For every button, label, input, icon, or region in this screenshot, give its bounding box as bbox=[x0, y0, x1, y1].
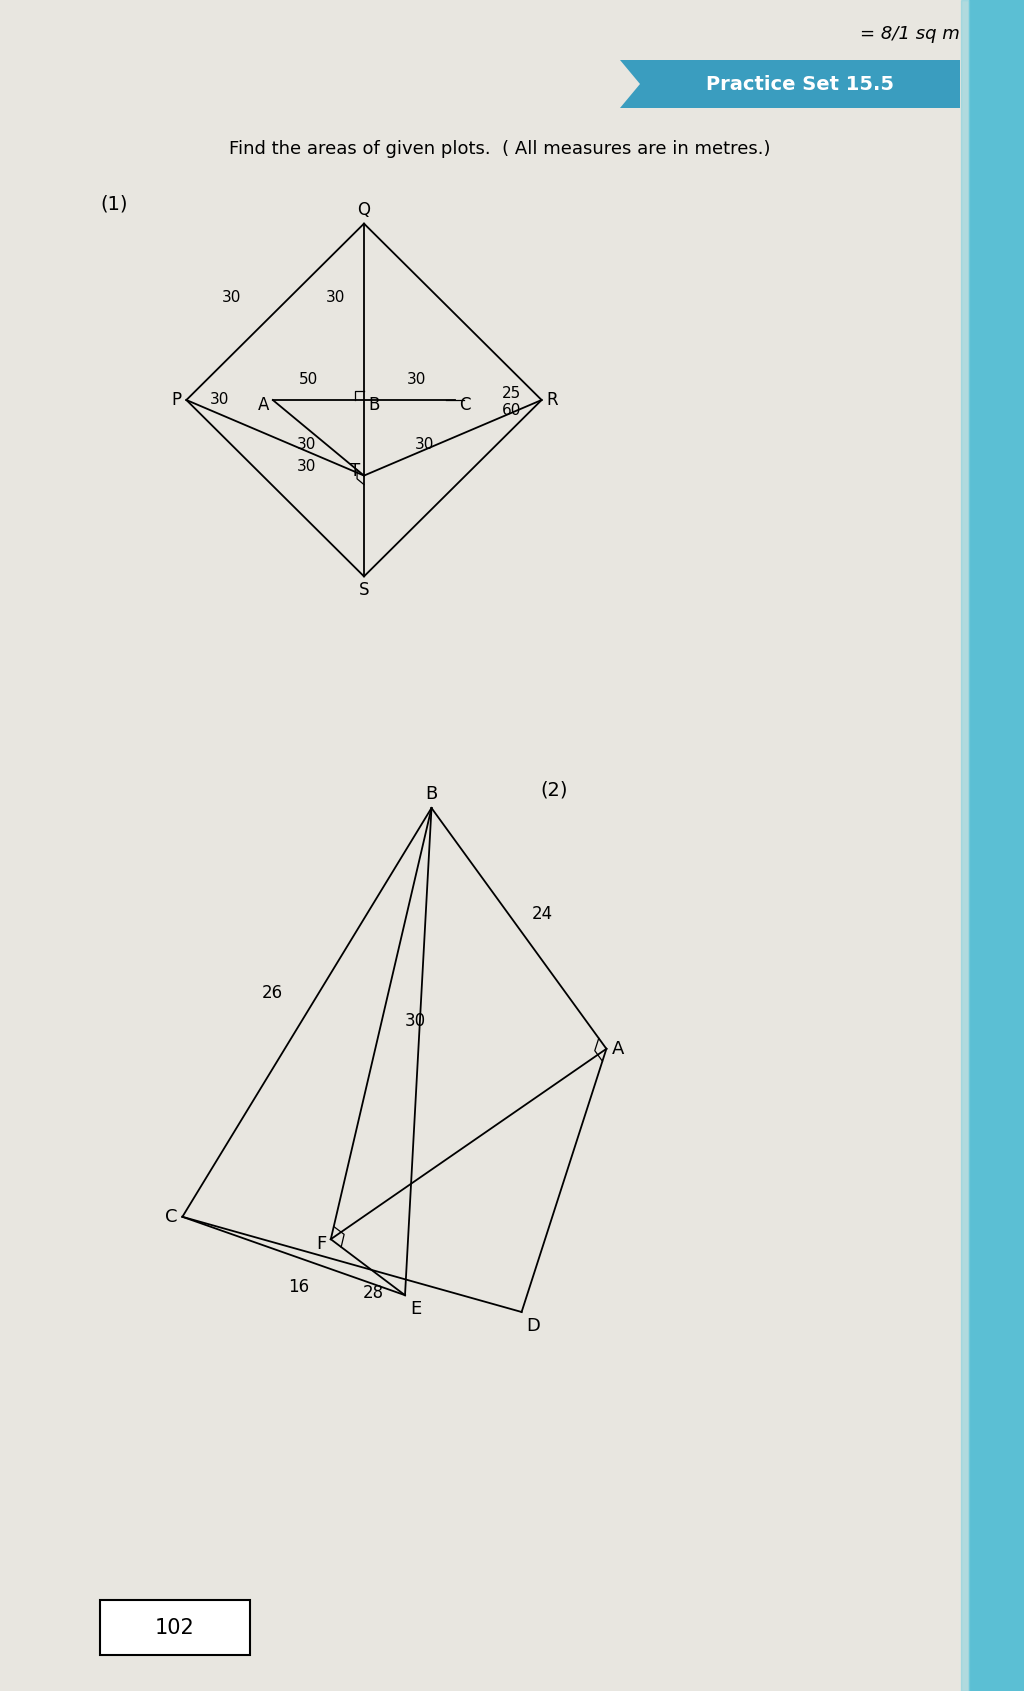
Text: B: B bbox=[425, 785, 437, 803]
Text: 28: 28 bbox=[362, 1283, 384, 1302]
Text: 30: 30 bbox=[408, 372, 427, 387]
Text: 30: 30 bbox=[222, 289, 242, 304]
Text: 60: 60 bbox=[502, 402, 521, 418]
Text: = 8/1 sq m: = 8/1 sq m bbox=[860, 25, 961, 42]
Text: 30: 30 bbox=[326, 289, 345, 304]
Text: S: S bbox=[358, 582, 370, 599]
Text: 102: 102 bbox=[155, 1618, 195, 1637]
Text: 24: 24 bbox=[532, 905, 553, 923]
Text: P: P bbox=[171, 391, 181, 409]
Text: 30: 30 bbox=[406, 1011, 426, 1030]
Text: E: E bbox=[410, 1300, 421, 1319]
Text: A: A bbox=[257, 396, 268, 414]
Text: (1): (1) bbox=[100, 194, 128, 215]
Text: T: T bbox=[350, 462, 360, 480]
Text: Q: Q bbox=[357, 201, 371, 218]
Text: C: C bbox=[459, 396, 471, 414]
Text: B: B bbox=[368, 396, 379, 414]
Text: F: F bbox=[316, 1234, 327, 1253]
Text: Practice Set 15.5: Practice Set 15.5 bbox=[706, 74, 894, 93]
Text: 30: 30 bbox=[210, 392, 229, 408]
Text: A: A bbox=[611, 1040, 624, 1059]
Text: 30: 30 bbox=[297, 436, 316, 451]
Bar bbox=[961, 0, 969, 1691]
Text: D: D bbox=[526, 1317, 541, 1334]
Text: C: C bbox=[165, 1207, 177, 1226]
Text: 50: 50 bbox=[299, 372, 318, 387]
Text: 25: 25 bbox=[502, 386, 521, 401]
Text: R: R bbox=[547, 391, 558, 409]
Text: 26: 26 bbox=[262, 984, 283, 1001]
Text: 30: 30 bbox=[415, 436, 434, 451]
Text: 30: 30 bbox=[297, 458, 316, 473]
Text: 16: 16 bbox=[289, 1278, 309, 1297]
Bar bbox=[100, 1600, 250, 1655]
Polygon shape bbox=[620, 59, 961, 108]
Text: Find the areas of given plots.  ( All measures are in metres.): Find the areas of given plots. ( All mea… bbox=[229, 140, 771, 157]
Bar bbox=[969, 0, 1024, 1691]
Text: (2): (2) bbox=[540, 780, 567, 800]
